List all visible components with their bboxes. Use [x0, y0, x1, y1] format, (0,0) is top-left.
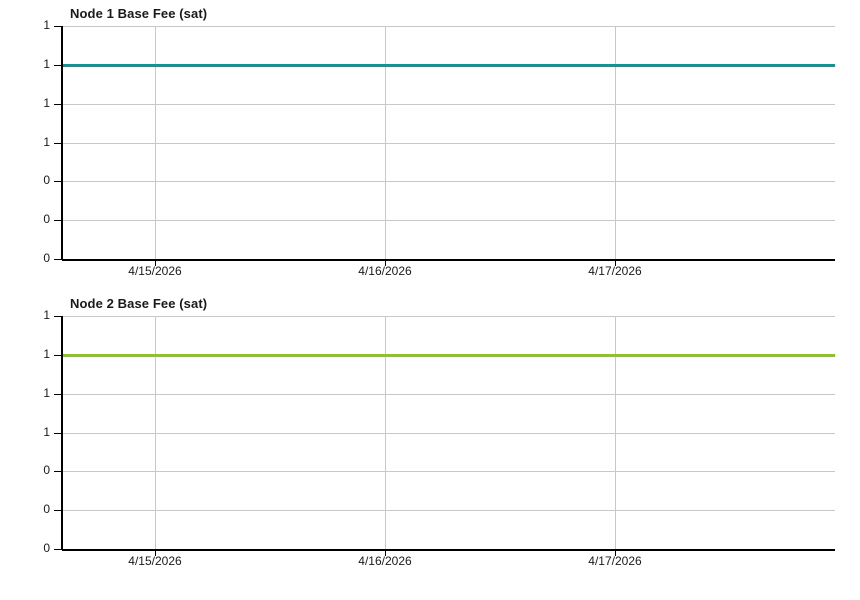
y-axis-tick-label: 1: [43, 386, 50, 400]
y-axis-tick-label: 1: [43, 18, 50, 32]
gridline-horizontal: [62, 510, 835, 511]
y-axis-tick: [54, 433, 62, 434]
y-axis-tick: [54, 355, 62, 356]
y-axis-tick-label: 1: [43, 308, 50, 322]
x-axis-tick-label: 4/16/2026: [358, 264, 412, 278]
x-axis-tick: [155, 261, 156, 266]
x-axis-tick-label: 4/15/2026: [128, 554, 182, 568]
data-series-line: [62, 64, 835, 67]
y-axis-tick: [54, 510, 62, 511]
x-axis-tick: [385, 551, 386, 556]
gridline-vertical: [615, 26, 616, 259]
y-axis-tick: [54, 181, 62, 182]
gridline-vertical: [155, 26, 156, 259]
x-axis-tick-label: 4/16/2026: [358, 554, 412, 568]
chart-title: Node 1 Base Fee (sat): [70, 6, 208, 21]
gridline-horizontal: [62, 394, 835, 395]
y-axis-tick-label: 1: [43, 347, 50, 361]
y-axis-tick: [54, 259, 62, 260]
y-axis-tick-label: 1: [43, 425, 50, 439]
chart-panel-node-2: Node 2 Base Fee (sat) 1 1 1 1 0 0 0 4/15/2026 4…: [0, 290, 860, 580]
x-axis-tick-label: 4/15/2026: [128, 264, 182, 278]
y-axis-tick-label: 1: [43, 96, 50, 110]
x-axis-line: [62, 549, 835, 551]
gridline-horizontal: [62, 433, 835, 434]
plot-area: [62, 26, 835, 260]
y-axis-tick-label: 0: [43, 173, 50, 187]
chart-title: Node 2 Base Fee (sat): [70, 296, 208, 311]
data-series-line: [62, 354, 835, 357]
gridline-vertical: [155, 316, 156, 549]
x-axis-tick: [155, 551, 156, 556]
x-axis-line: [62, 259, 835, 261]
gridline-horizontal: [62, 181, 835, 182]
gridline-vertical: [615, 316, 616, 549]
gridline-vertical: [385, 26, 386, 259]
x-axis-tick: [615, 551, 616, 556]
y-axis-tick-label: 0: [43, 463, 50, 477]
x-axis-tick-label: 4/17/2026: [588, 264, 642, 278]
gridline-horizontal: [62, 220, 835, 221]
y-axis-tick-label: 1: [43, 135, 50, 149]
y-axis-tick-label: 0: [43, 212, 50, 226]
gridline-horizontal: [62, 471, 835, 472]
gridline-horizontal: [62, 143, 835, 144]
gridline-vertical: [385, 316, 386, 549]
y-axis-tick: [54, 104, 62, 105]
y-axis-tick-label: 0: [43, 502, 50, 516]
y-axis-tick: [54, 316, 62, 317]
y-axis-tick-label: 0: [43, 541, 50, 555]
x-axis-tick: [385, 261, 386, 266]
plot-area: [62, 316, 835, 550]
y-axis-tick: [54, 471, 62, 472]
y-axis-line: [61, 26, 63, 260]
y-axis-line: [61, 316, 63, 550]
y-axis-tick: [54, 220, 62, 221]
x-axis-tick: [615, 261, 616, 266]
chart-panel-node-1: Node 1 Base Fee (sat) 1 1 1 1 0 0 0 4/15/2026 4…: [0, 0, 860, 290]
gridline-horizontal: [62, 104, 835, 105]
y-axis-tick-label: 1: [43, 57, 50, 71]
gridline-horizontal: [62, 316, 835, 317]
y-axis-tick: [54, 394, 62, 395]
y-axis-tick: [54, 549, 62, 550]
y-axis-tick: [54, 65, 62, 66]
y-axis-tick: [54, 26, 62, 27]
y-axis-tick-label: 0: [43, 251, 50, 265]
x-axis-tick-label: 4/17/2026: [588, 554, 642, 568]
y-axis-tick: [54, 143, 62, 144]
gridline-horizontal: [62, 26, 835, 27]
